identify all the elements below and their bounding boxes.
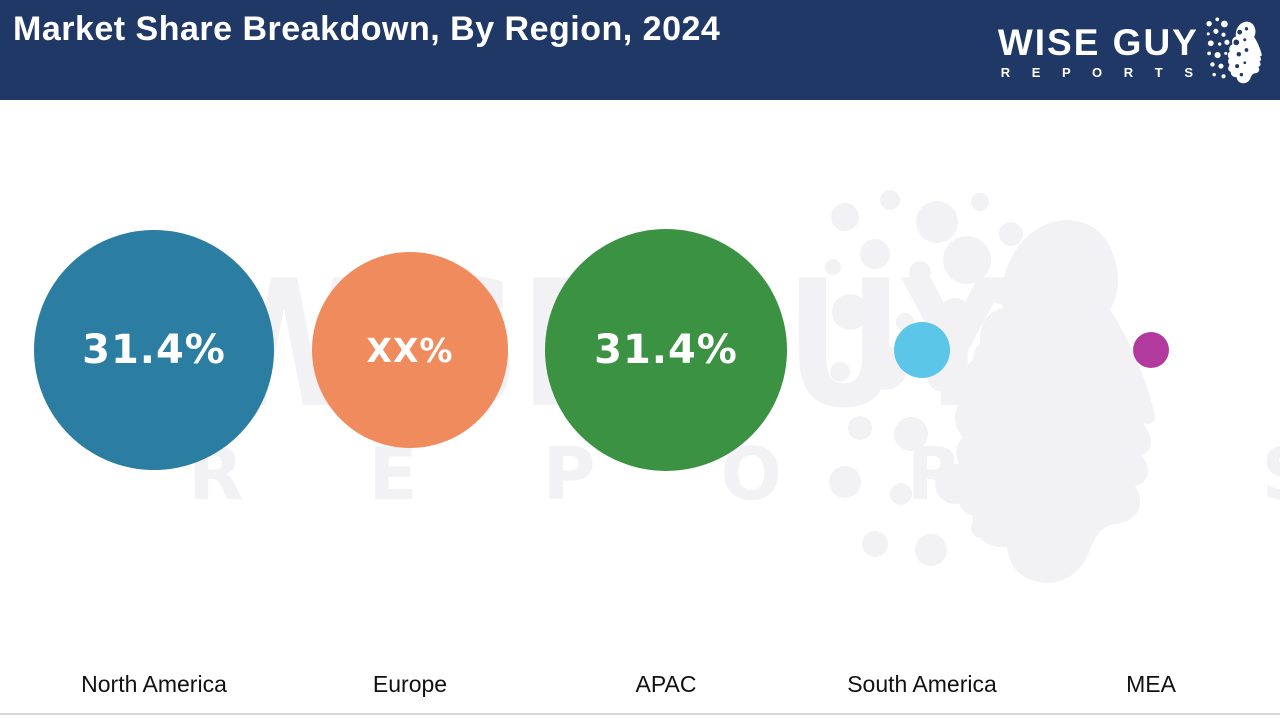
category-label-south-america: South America (847, 671, 997, 697)
category-label-north-america: North America (81, 671, 227, 697)
bubble-apac: 31.4% (545, 229, 787, 471)
category-label-mea: MEA (1126, 671, 1176, 697)
wiseguy-head-icon (1206, 17, 1262, 84)
header-bar: Market Share Breakdown, By Region, 2024 … (0, 0, 1280, 100)
wiseguy-logo: WISE GUY R E P O R T S (995, 24, 1202, 80)
logo-wordmark: WISE GUY (997, 22, 1199, 63)
bubble-value: XX% (366, 330, 454, 370)
bubble-value: 31.4% (82, 327, 226, 373)
category-label-apac: APAC (635, 671, 697, 697)
bubble-south-america (894, 322, 950, 378)
page-title: Market Share Breakdown, By Region, 2024 (13, 10, 721, 48)
bottom-divider (0, 713, 1280, 715)
bubble-europe: XX% (312, 252, 508, 448)
bubble-north-america: 31.4% (34, 230, 274, 470)
logo-subtitle: R E P O R T S (1000, 65, 1202, 80)
bubble-mea (1133, 332, 1169, 368)
category-label-europe: Europe (372, 671, 448, 697)
head-silhouette-watermark (825, 190, 1155, 583)
bubble-value: 31.4% (594, 327, 738, 373)
